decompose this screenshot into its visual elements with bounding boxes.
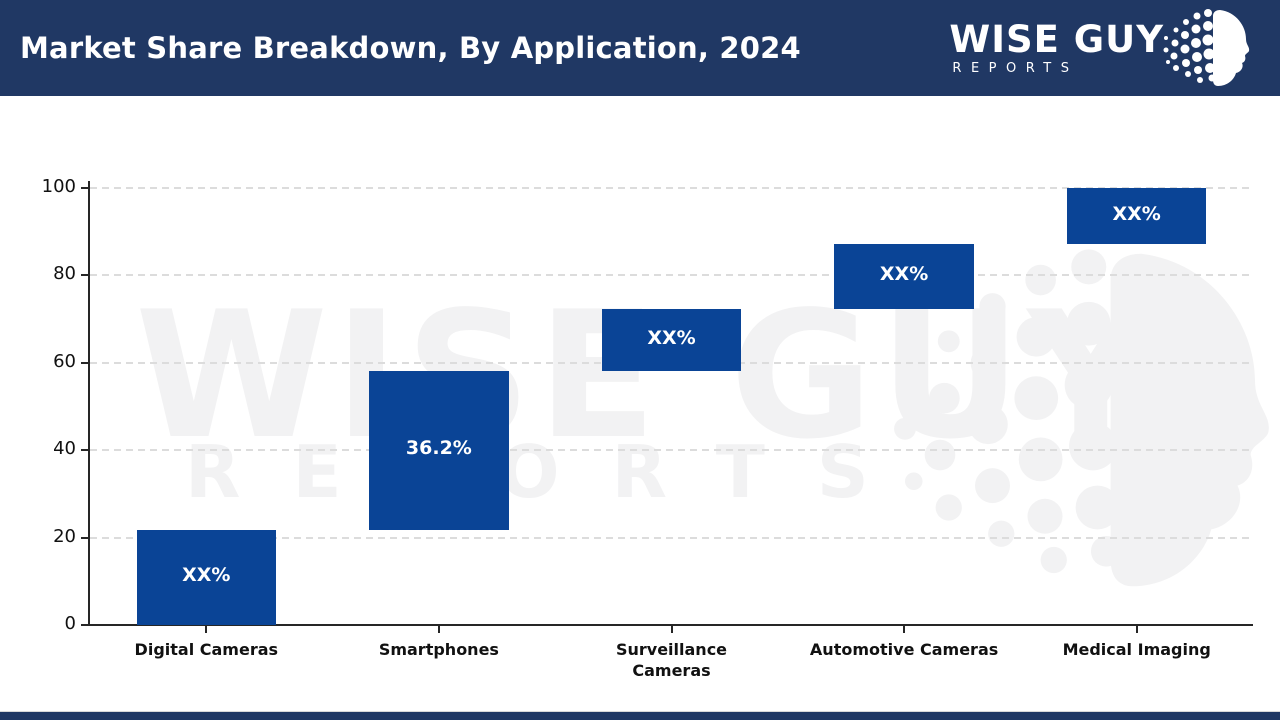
footer-bar [0, 711, 1280, 720]
y-tick-label: 80 [53, 263, 76, 284]
y-tick-mark [81, 449, 88, 451]
brand-head-icon [1163, 9, 1250, 86]
waterfall-bar-medical-imaging [1066, 187, 1207, 244]
waterfall-bar-automotive-cameras [834, 243, 974, 309]
x-tick-mark [205, 626, 208, 633]
x-tick-label: Medical Imaging [1037, 639, 1237, 660]
bar-value-label: 36.2% [405, 437, 472, 460]
waterfall-bar-smartphones [369, 371, 509, 530]
x-tick-mark [903, 626, 906, 633]
y-tick-mark [81, 361, 88, 364]
y-tick-mark [81, 624, 88, 626]
y-tick-mark [81, 186, 88, 189]
x-tick-mark [670, 626, 673, 633]
x-tick-label: Digital Cameras [106, 639, 306, 660]
gridline [90, 186, 1253, 189]
x-tick-label: Smartphones [339, 639, 539, 660]
x-tick-label: Automotive Cameras [804, 639, 1004, 660]
watermark-head-icon [894, 249, 1269, 587]
x-axis [88, 624, 1253, 626]
bar-value-label: XX% [879, 263, 929, 286]
x-tick-label-line: Digital Cameras [134, 640, 279, 659]
y-axis [88, 180, 90, 626]
y-tick-label: 100 [41, 175, 76, 197]
watermark-subtext: REPORTS [185, 430, 921, 514]
y-tick-label: 60 [53, 350, 76, 372]
y-tick-label: 20 [53, 525, 76, 547]
page-title: Market Share Breakdown, By Application, … [20, 31, 801, 65]
gridline [90, 274, 1253, 276]
header: Market Share Breakdown, By Application, … [0, 0, 1280, 96]
brand-logo: WISE GUY REPORTS [949, 6, 1254, 90]
bar-value-label: XX% [647, 326, 696, 349]
x-tick-label: Surveillance Cameras [572, 639, 772, 681]
x-tick-label-line: Cameras [632, 661, 711, 681]
gridline [90, 536, 1253, 539]
x-tick-mark [437, 626, 440, 633]
gridline [90, 449, 1253, 451]
x-tick-label-line: Surveillance [615, 640, 728, 659]
waterfall-bar-digital-cameras [136, 529, 277, 625]
y-tick-mark [81, 536, 88, 539]
x-tick-label-line: Medical Imaging [1062, 640, 1211, 659]
brand-subtitle: REPORTS [952, 61, 1079, 76]
x-tick-mark [1135, 626, 1138, 633]
brand-name: WISE GUY [949, 18, 1164, 61]
x-tick-label-line: Smartphones [378, 640, 499, 659]
x-tick-label-line: Automotive Cameras [809, 640, 999, 659]
waterfall-bar-surveillance-cameras [601, 308, 742, 372]
bar-value-label: XX% [1112, 202, 1161, 225]
y-tick-mark [81, 274, 88, 276]
y-tick-label: 0 [64, 613, 76, 634]
y-tick-label: 40 [53, 438, 76, 459]
bar-value-label: XX% [182, 564, 231, 587]
